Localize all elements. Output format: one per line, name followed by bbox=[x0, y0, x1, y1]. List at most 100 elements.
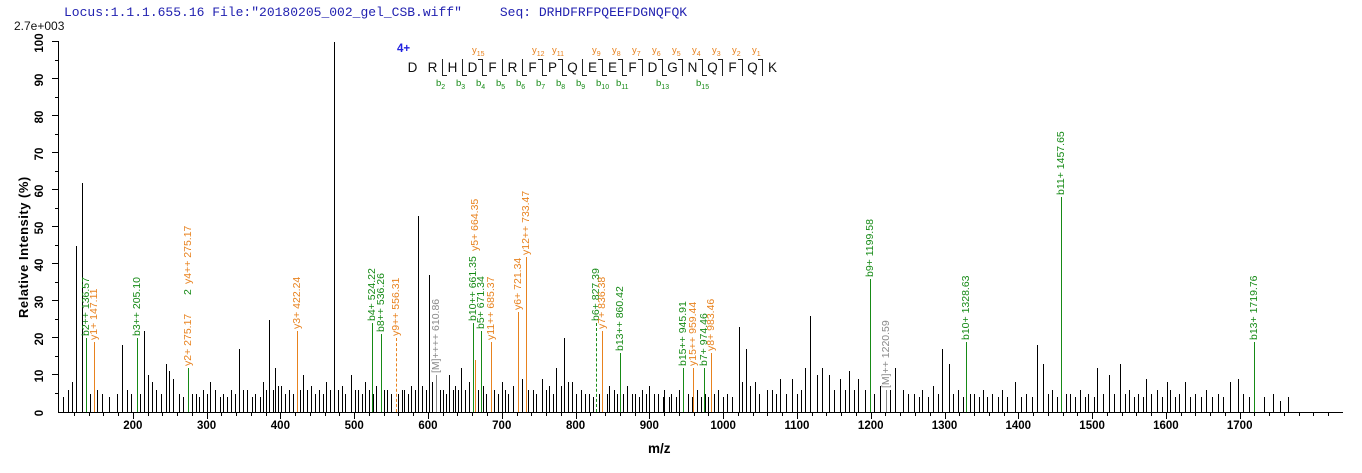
y-ion-label: y6 bbox=[652, 44, 661, 58]
peak bbox=[1195, 393, 1197, 412]
peak bbox=[858, 378, 860, 412]
y-minor-tick bbox=[55, 392, 59, 394]
peak bbox=[1065, 393, 1067, 412]
annotated-peak bbox=[85, 338, 87, 412]
y-ion-label: y1 bbox=[752, 44, 761, 58]
peak bbox=[849, 371, 851, 412]
peak bbox=[742, 382, 744, 412]
peak bbox=[1120, 363, 1122, 412]
peak bbox=[541, 378, 543, 412]
spectrum-plot[interactable]: 200 300 400 500 600 700 800 900 1000 1100 1200 1300… bbox=[34, 33, 1343, 432]
y-major-tick bbox=[52, 374, 59, 375]
peak bbox=[429, 275, 431, 412]
peak bbox=[1201, 397, 1203, 412]
peak bbox=[726, 393, 728, 412]
peak bbox=[805, 367, 807, 412]
peak bbox=[957, 389, 959, 412]
x-minor-tick bbox=[442, 412, 444, 416]
x-minor-tick bbox=[1121, 412, 1123, 416]
x-tick-label: 1400 bbox=[1005, 420, 1032, 432]
peak bbox=[879, 386, 881, 412]
x-minor-tick bbox=[221, 412, 223, 416]
annotated-peak bbox=[710, 352, 712, 412]
x-minor-tick bbox=[752, 412, 754, 416]
b-ion-label: b11 bbox=[616, 77, 629, 91]
peak bbox=[521, 378, 523, 412]
peak-label: y7+ 836.38 bbox=[596, 276, 609, 329]
peak bbox=[1056, 397, 1058, 412]
annotated-peak bbox=[517, 312, 519, 412]
x-minor-tick bbox=[88, 412, 90, 416]
residue: F bbox=[628, 59, 637, 75]
annotated-peak bbox=[1254, 341, 1256, 412]
peak bbox=[351, 375, 353, 412]
x-minor-tick bbox=[929, 412, 931, 416]
residue: Q bbox=[567, 59, 578, 75]
peak bbox=[140, 393, 142, 412]
peak bbox=[143, 330, 145, 412]
peak bbox=[269, 319, 271, 412]
peak-label: y12++ 733.47 bbox=[520, 190, 533, 255]
cleavage-boundary: y5 bbox=[672, 45, 686, 76]
peak bbox=[199, 397, 201, 412]
x-minor-tick bbox=[841, 412, 843, 416]
peak bbox=[368, 389, 370, 412]
peak bbox=[895, 367, 897, 412]
x-minor-tick bbox=[339, 412, 341, 416]
peak-label: y9++ 556.31 bbox=[389, 277, 402, 336]
cleavage-boundary: y15 b4 bbox=[472, 45, 487, 91]
x-tick-label: 500 bbox=[344, 420, 364, 432]
x-major-tick bbox=[354, 412, 356, 419]
peak bbox=[89, 393, 91, 412]
y-tick-label: 0 bbox=[34, 409, 46, 417]
x-minor-tick bbox=[693, 412, 695, 416]
y-tick-label: 80 bbox=[34, 110, 46, 124]
x-tick-label: 600 bbox=[418, 420, 438, 432]
x-tick-label: 1100 bbox=[784, 420, 810, 432]
peak-label: b10+ 1328.63 bbox=[959, 275, 972, 340]
peak bbox=[697, 389, 699, 412]
residue: P bbox=[547, 59, 557, 75]
peak bbox=[126, 389, 128, 412]
peak bbox=[202, 389, 204, 412]
peak-label: y6+ 721.34 bbox=[511, 257, 524, 311]
residue: Q bbox=[707, 59, 718, 75]
residue: F bbox=[528, 59, 537, 75]
y-ion-label: y4 bbox=[692, 44, 701, 58]
peak bbox=[156, 389, 158, 412]
peak bbox=[1084, 397, 1086, 412]
b-ion-label: b13 bbox=[656, 77, 670, 91]
b-ion-label: b2 bbox=[436, 77, 446, 91]
peak bbox=[498, 393, 500, 412]
x-tick-label: 1300 bbox=[931, 420, 958, 432]
peak bbox=[319, 389, 321, 412]
peak-label: b13+ 1719.76 bbox=[1248, 275, 1261, 340]
x-minor-tick bbox=[1283, 412, 1285, 416]
cleavage-boundary: b9 bbox=[576, 58, 587, 91]
peak bbox=[759, 393, 761, 412]
peak bbox=[166, 363, 167, 412]
peak bbox=[1079, 389, 1081, 412]
peak bbox=[341, 386, 343, 412]
x-minor-tick bbox=[1033, 412, 1035, 416]
peak bbox=[75, 245, 77, 412]
peak bbox=[913, 393, 915, 412]
y-minor-tick bbox=[55, 281, 59, 283]
peak bbox=[864, 389, 866, 412]
x-minor-tick bbox=[885, 412, 887, 416]
peak bbox=[668, 397, 670, 412]
y-ion-label: y12 bbox=[532, 44, 545, 58]
peak bbox=[306, 389, 308, 412]
x-major-tick bbox=[1165, 412, 1167, 419]
y-ion-label: y2 bbox=[732, 44, 741, 58]
x-major-tick bbox=[944, 412, 946, 419]
peak bbox=[398, 393, 400, 412]
peak bbox=[687, 393, 689, 412]
x-minor-tick bbox=[73, 412, 75, 416]
x-minor-tick bbox=[162, 412, 164, 416]
y-tick-label: 40 bbox=[34, 258, 46, 272]
peak bbox=[723, 397, 725, 412]
b-ion-label: b5 bbox=[496, 77, 506, 91]
peak bbox=[1190, 397, 1192, 412]
